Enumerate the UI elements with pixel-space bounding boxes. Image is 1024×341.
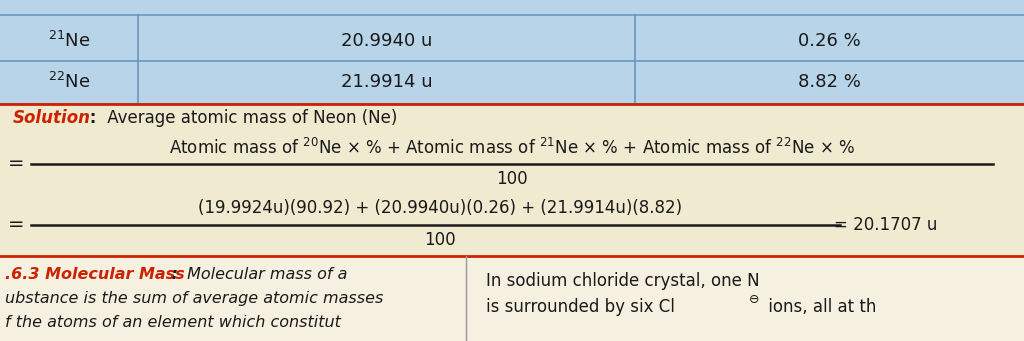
- Text: $^{21}$Ne: $^{21}$Ne: [48, 31, 90, 51]
- Text: ubstance is the sum of average atomic masses: ubstance is the sum of average atomic ma…: [5, 291, 384, 306]
- Text: Atomic mass of $^{20}$Ne × % + Atomic mass of $^{21}$Ne × % + Atomic mass of $^{: Atomic mass of $^{20}$Ne × % + Atomic ma…: [169, 138, 855, 158]
- Bar: [0, 104, 1024, 256]
- Text: 100: 100: [425, 232, 456, 249]
- Text: 0.26 %: 0.26 %: [798, 32, 861, 50]
- Text: Average atomic mass of Neon (Ne): Average atomic mass of Neon (Ne): [102, 109, 397, 127]
- Text: $\ominus$: $\ominus$: [748, 293, 759, 306]
- Text: =: =: [8, 215, 25, 234]
- Text: :: :: [166, 267, 178, 282]
- Bar: [0, 0, 1024, 104]
- Text: $^{22}$Ne: $^{22}$Ne: [48, 72, 90, 92]
- Text: :: :: [84, 109, 96, 127]
- Text: 20.9940 u: 20.9940 u: [341, 32, 432, 50]
- Text: (19.9924u)(90.92) + (20.9940u)(0.26) + (21.9914u)(8.82): (19.9924u)(90.92) + (20.9940u)(0.26) + (…: [199, 199, 682, 217]
- Text: In sodium chloride crystal, one N: In sodium chloride crystal, one N: [486, 272, 760, 290]
- Text: 8.82 %: 8.82 %: [798, 73, 861, 91]
- Text: 21.9914 u: 21.9914 u: [341, 73, 432, 91]
- Text: is surrounded by six Cl: is surrounded by six Cl: [486, 298, 675, 316]
- Text: Solution: Solution: [12, 109, 90, 127]
- Text: 100: 100: [497, 170, 527, 188]
- Text: ions, all at th: ions, all at th: [763, 298, 877, 316]
- Text: f the atoms of an element which constitut: f the atoms of an element which constitu…: [5, 315, 341, 330]
- Text: .6.3 Molecular Mass: .6.3 Molecular Mass: [5, 267, 184, 282]
- Bar: [0, 256, 1024, 341]
- Text: =: =: [8, 154, 25, 173]
- Text: Molecular mass of a: Molecular mass of a: [182, 267, 347, 282]
- Text: = 20.1707 u: = 20.1707 u: [835, 216, 937, 234]
